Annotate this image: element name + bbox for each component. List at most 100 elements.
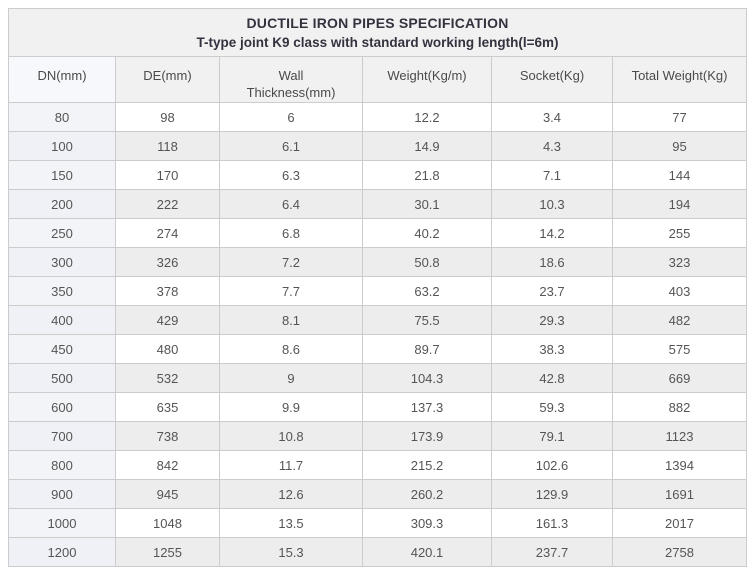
value-cell: 144 [611,160,748,190]
value-cell: 6.1 [219,131,363,161]
dn-cell: 100 [8,131,116,161]
value-cell: 10.8 [219,421,363,451]
value-cell: 18.6 [491,247,613,277]
value-cell: 9.9 [219,392,363,422]
table-row: 700 738 10.8 173.9 79.1 1123 [8,421,748,451]
value-cell: 102.6 [491,450,613,480]
value-cell: 137.3 [362,392,492,422]
value-cell: 480 [115,334,220,364]
value-cell: 635 [115,392,220,422]
dn-cell: 700 [8,421,116,451]
dn-cell: 250 [8,218,116,248]
value-cell: 170 [115,160,220,190]
value-cell: 63.2 [362,276,492,306]
table-row: 450 480 8.6 89.7 38.3 575 [8,334,748,364]
value-cell: 532 [115,363,220,393]
column-header-de: DE(mm) [115,56,220,103]
table-row: 400 429 8.1 75.5 29.3 482 [8,305,748,335]
value-cell: 429 [115,305,220,335]
value-cell: 30.1 [362,189,492,219]
value-cell: 482 [611,305,748,335]
value-cell: 6.3 [219,160,363,190]
value-cell: 420.1 [362,537,492,567]
value-cell: 215.2 [362,450,492,480]
value-cell: 59.3 [491,392,613,422]
value-cell: 842 [115,450,220,480]
value-cell: 3.4 [491,102,613,132]
value-cell: 274 [115,218,220,248]
value-cell: 89.7 [362,334,492,364]
dn-cell: 400 [8,305,116,335]
column-header-label: DN(mm) [37,68,87,83]
dn-cell: 450 [8,334,116,364]
value-cell: 75.5 [362,305,492,335]
value-cell: 378 [115,276,220,306]
column-header-dn: DN(mm) [8,56,116,103]
value-cell: 42.8 [491,363,613,393]
column-header-total-weight: Total Weight(Kg) [611,56,748,103]
value-cell: 9 [219,363,363,393]
value-cell: 8.6 [219,334,363,364]
value-cell: 738 [115,421,220,451]
value-cell: 1048 [115,508,220,538]
column-header-label: Total Weight(Kg) [631,68,728,83]
value-cell: 79.1 [491,421,613,451]
dn-cell: 300 [8,247,116,277]
table-subtitle: T-type joint K9 class with standard work… [196,34,559,50]
table-row: 100 118 6.1 14.9 4.3 95 [8,131,748,161]
value-cell: 237.7 [491,537,613,567]
value-cell: 945 [115,479,220,509]
value-cell: 10.3 [491,189,613,219]
value-cell: 882 [611,392,748,422]
value-cell: 11.7 [219,450,363,480]
column-header-label: Wall Thickness(mm) [246,68,336,100]
value-cell: 118 [115,131,220,161]
value-cell: 15.3 [219,537,363,567]
table-title-cell: DUCTILE IRON PIPES SPECIFICATION T-type … [7,8,748,57]
value-cell: 403 [611,276,748,306]
value-cell: 194 [611,189,748,219]
table-row: 600 635 9.9 137.3 59.3 882 [8,392,748,422]
value-cell: 77 [611,102,748,132]
pipe-specification-table: DUCTILE IRON PIPES SPECIFICATION T-type … [7,8,748,567]
table-row: 900 945 12.6 260.2 129.9 1691 [8,479,748,509]
value-cell: 14.9 [362,131,492,161]
value-cell: 260.2 [362,479,492,509]
value-cell: 40.2 [362,218,492,248]
value-cell: 50.8 [362,247,492,277]
value-cell: 98 [115,102,220,132]
column-header-label: Weight(Kg/m) [387,68,467,83]
column-header-label: DE(mm) [143,68,192,83]
dn-cell: 1000 [8,508,116,538]
value-cell: 23.7 [491,276,613,306]
table-row: 1000 1048 13.5 309.3 161.3 2017 [8,508,748,538]
table-row: 1200 1255 15.3 420.1 237.7 2758 [8,537,748,567]
value-cell: 95 [611,131,748,161]
value-cell: 173.9 [362,421,492,451]
value-cell: 7.1 [491,160,613,190]
value-cell: 309.3 [362,508,492,538]
table-title-row: DUCTILE IRON PIPES SPECIFICATION T-type … [7,8,748,57]
dn-cell: 1200 [8,537,116,567]
spec-table-body: 80 98 6 12.2 3.4 77 100 118 6.1 14.9 4.3 95 150 170 6.… [8,102,748,567]
value-cell: 2017 [611,508,748,538]
dn-cell: 150 [8,160,116,190]
table-row: 80 98 6 12.2 3.4 77 [8,102,748,132]
column-header-row: DN(mm) DE(mm) Wall Thickness(mm) Weight(… [8,56,748,103]
value-cell: 669 [611,363,748,393]
table-row: 250 274 6.8 40.2 14.2 255 [8,218,748,248]
value-cell: 575 [611,334,748,364]
value-cell: 13.5 [219,508,363,538]
value-cell: 7.2 [219,247,363,277]
value-cell: 12.2 [362,102,492,132]
value-cell: 29.3 [491,305,613,335]
column-header-socket: Socket(Kg) [491,56,613,103]
dn-cell: 500 [8,363,116,393]
value-cell: 222 [115,189,220,219]
value-cell: 6 [219,102,363,132]
dn-cell: 200 [8,189,116,219]
value-cell: 6.4 [219,189,363,219]
value-cell: 255 [611,218,748,248]
value-cell: 2758 [611,537,748,567]
